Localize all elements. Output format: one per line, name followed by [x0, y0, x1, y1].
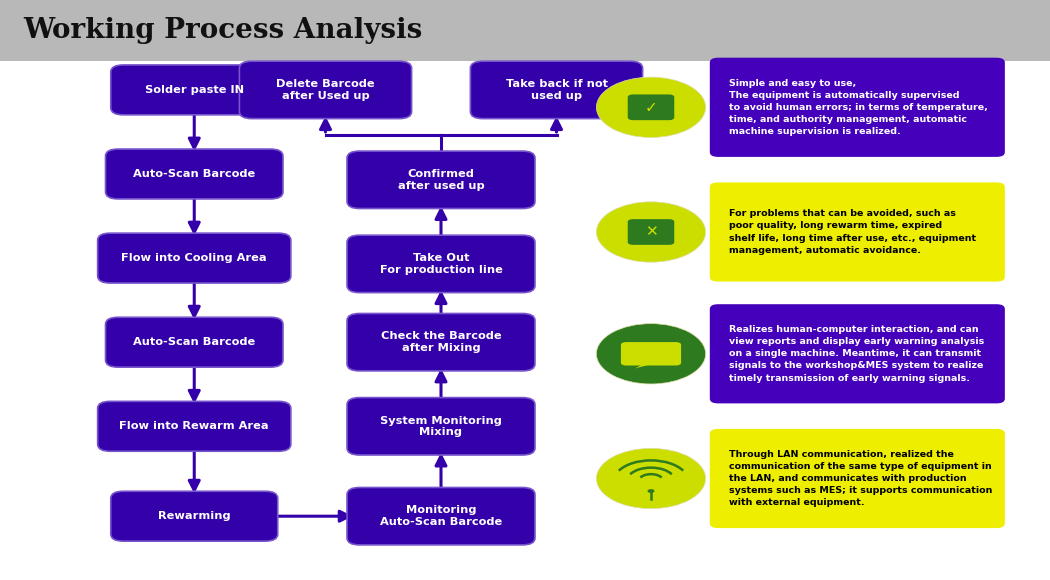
FancyBboxPatch shape [346, 398, 534, 455]
Text: Realizes human-computer interaction, and can
view reports and display early warn: Realizes human-computer interaction, and… [729, 325, 984, 383]
FancyBboxPatch shape [628, 219, 674, 245]
FancyBboxPatch shape [346, 313, 534, 371]
Circle shape [596, 448, 706, 509]
Text: Check the Barcode
after Mixing: Check the Barcode after Mixing [381, 331, 501, 353]
Text: Flow into Rewarm Area: Flow into Rewarm Area [120, 421, 269, 432]
FancyBboxPatch shape [710, 58, 1005, 157]
Text: Simple and easy to use,
The equipment is automatically supervised
to avoid human: Simple and easy to use, The equipment is… [729, 78, 988, 136]
Polygon shape [635, 362, 656, 368]
FancyBboxPatch shape [710, 304, 1005, 404]
Circle shape [596, 202, 706, 262]
FancyBboxPatch shape [111, 491, 277, 541]
FancyBboxPatch shape [239, 61, 412, 119]
Text: For problems that can be avoided, such as
poor quality, long rewarm time, expire: For problems that can be avoided, such a… [729, 209, 975, 255]
FancyBboxPatch shape [111, 65, 277, 115]
FancyBboxPatch shape [346, 235, 534, 292]
Text: ✓: ✓ [645, 100, 657, 115]
Text: Take back if not
used up: Take back if not used up [505, 79, 608, 101]
Circle shape [596, 77, 706, 137]
FancyBboxPatch shape [98, 401, 291, 451]
FancyBboxPatch shape [710, 429, 1005, 528]
FancyBboxPatch shape [105, 149, 282, 199]
Text: ✕: ✕ [645, 224, 657, 240]
FancyBboxPatch shape [98, 233, 291, 283]
Circle shape [596, 324, 706, 384]
Text: Confirmed
after used up: Confirmed after used up [398, 169, 484, 191]
Text: Monitoring
Auto-Scan Barcode: Monitoring Auto-Scan Barcode [380, 505, 502, 527]
FancyBboxPatch shape [628, 95, 674, 120]
Text: System Monitoring
Mixing: System Monitoring Mixing [380, 415, 502, 437]
FancyBboxPatch shape [346, 487, 534, 545]
FancyBboxPatch shape [621, 342, 681, 365]
Text: Flow into Cooling Area: Flow into Cooling Area [122, 253, 267, 263]
Text: Solder paste IN: Solder paste IN [145, 85, 244, 95]
FancyBboxPatch shape [0, 0, 1050, 61]
Text: Through LAN communication, realized the
communication of the same type of equipm: Through LAN communication, realized the … [729, 450, 992, 508]
FancyBboxPatch shape [105, 317, 282, 367]
Text: Delete Barcode
after Used up: Delete Barcode after Used up [276, 79, 375, 101]
Text: Auto-Scan Barcode: Auto-Scan Barcode [133, 337, 255, 347]
Text: Working Process Analysis: Working Process Analysis [23, 17, 422, 44]
Text: Take Out
For production line: Take Out For production line [379, 253, 503, 275]
Circle shape [648, 489, 654, 493]
FancyBboxPatch shape [710, 182, 1005, 282]
Text: Rewarming: Rewarming [158, 511, 231, 521]
FancyBboxPatch shape [470, 61, 643, 119]
FancyBboxPatch shape [346, 151, 534, 209]
Text: Auto-Scan Barcode: Auto-Scan Barcode [133, 169, 255, 179]
